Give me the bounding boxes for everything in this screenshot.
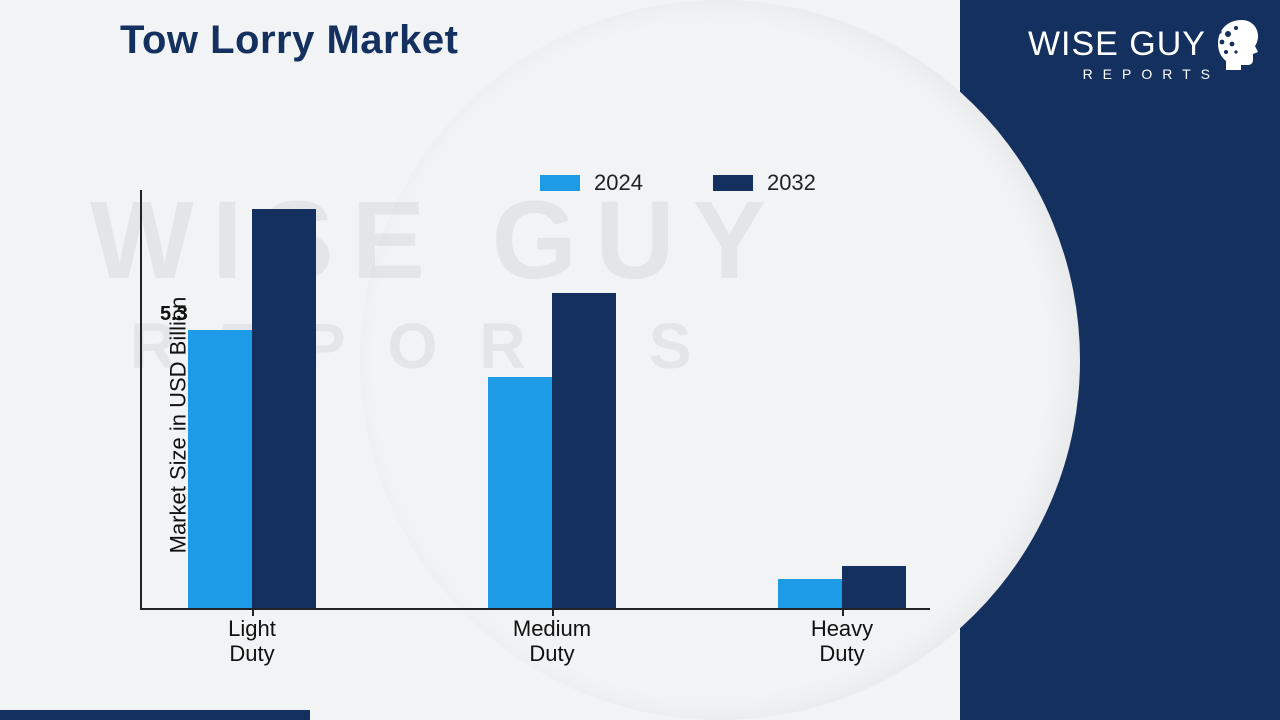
bar-light-duty-2024: [188, 330, 252, 608]
x-label-medium-duty: Medium Duty: [472, 616, 632, 667]
bar-medium-duty-2032: [552, 293, 616, 608]
x-label-line2: Duty: [229, 641, 274, 666]
x-label-line2: Duty: [819, 641, 864, 666]
x-tick-medium: [552, 608, 554, 616]
legend-swatch-2032: [713, 175, 753, 191]
bar-group-heavy-duty: [762, 566, 922, 608]
logo-sub-text: REPORTS: [1028, 66, 1220, 82]
x-label-line1: Light: [228, 616, 276, 641]
bar-heavy-duty-2024: [778, 579, 842, 608]
bar-group-light-duty: 5.3: [172, 209, 332, 608]
x-label-line1: Heavy: [811, 616, 873, 641]
logo-main-text: WISE GUY: [1028, 25, 1206, 64]
x-tick-heavy: [842, 608, 844, 616]
head-silhouette-icon: [1212, 18, 1260, 70]
x-label-line1: Medium: [513, 616, 591, 641]
bar-heavy-duty-2032: [842, 566, 906, 608]
plot-area: 5.3 Light Duty Medium Duty: [140, 190, 930, 610]
x-label-line2: Duty: [529, 641, 574, 666]
chart: Market Size in USD Billion 5.3 Light Dut…: [110, 190, 930, 660]
page: WISE GUY REPORTS Tow Lorry Market WISE GU…: [0, 0, 1280, 720]
bar-group-medium-duty: [472, 293, 632, 608]
bar-medium-duty-2024: [488, 377, 552, 608]
x-label-heavy-duty: Heavy Duty: [762, 616, 922, 667]
x-label-light-duty: Light Duty: [172, 616, 332, 667]
logo-main-row: WISE GUY: [1028, 18, 1260, 70]
x-tick-light: [252, 608, 254, 616]
bottom-accent-bar: [0, 710, 310, 720]
brand-logo: WISE GUY REPORTS: [1028, 18, 1260, 82]
bar-light-duty-2032: [252, 209, 316, 608]
legend-swatch-2024: [540, 175, 580, 191]
bar-value-label-light-2024: 5.3: [160, 303, 188, 326]
page-title: Tow Lorry Market: [120, 18, 458, 63]
